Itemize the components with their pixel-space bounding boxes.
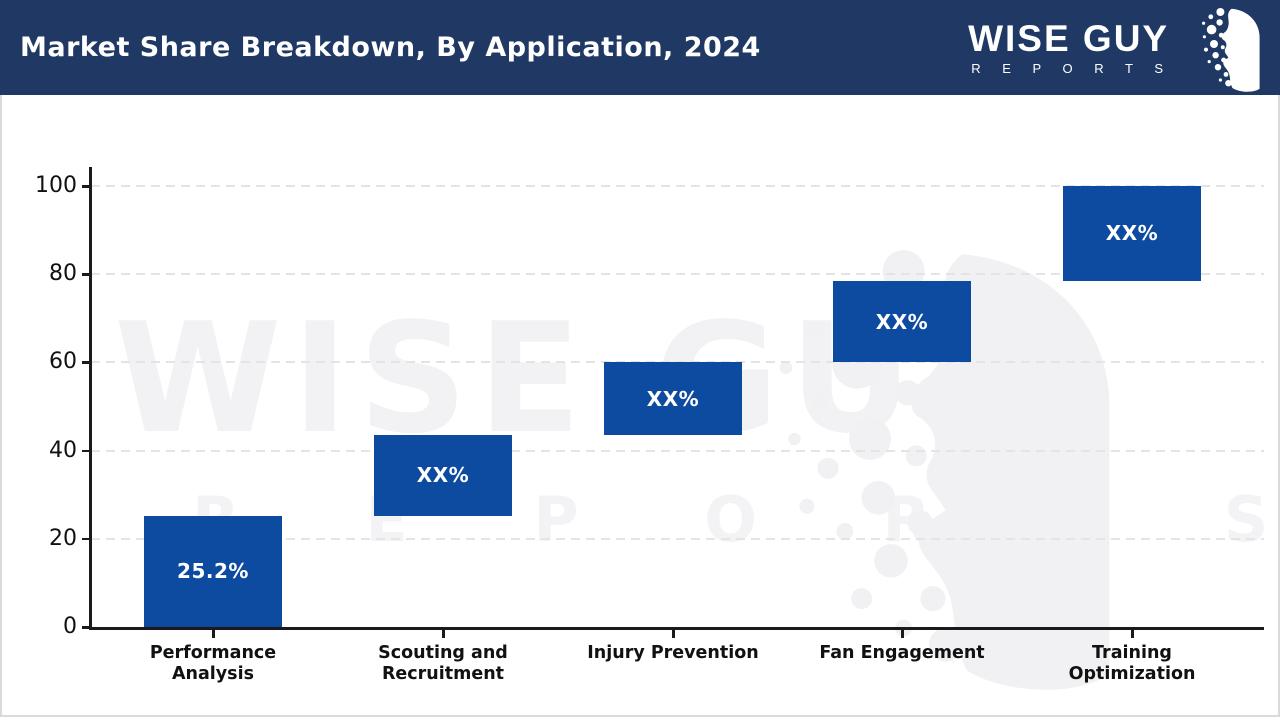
- y-tick-mark: [82, 273, 91, 276]
- x-tick-mark: [1131, 630, 1134, 638]
- y-tick-label: 0: [63, 614, 77, 639]
- page-title: Market Share Breakdown, By Application, …: [20, 32, 761, 63]
- y-tick-mark: [82, 449, 91, 453]
- y-gridline: [91, 449, 1264, 452]
- bar-value-label: XX%: [1105, 221, 1159, 246]
- bar-value-label: 25.2%: [177, 559, 249, 584]
- x-tick-mark: [442, 630, 445, 638]
- header: Market Share Breakdown, By Application, …: [0, 0, 1280, 95]
- y-axis-line: [89, 167, 92, 629]
- y-tick-mark: [82, 537, 91, 541]
- x-category-label: Performance Analysis: [149, 643, 277, 685]
- y-tick-mark: [82, 185, 91, 188]
- brand-logo: WISE GUY R E P O R T S: [965, 0, 1268, 95]
- y-gridline: [91, 185, 1264, 187]
- brand-name: WISE GUY: [968, 17, 1170, 59]
- waterfall-bar: XX%: [833, 280, 971, 363]
- waterfall-bar: XX%: [374, 434, 512, 516]
- x-axis-line: [89, 627, 1264, 630]
- x-tick-mark: [901, 630, 904, 638]
- y-tick-label: 80: [49, 261, 77, 287]
- x-category-label: Training Optimization: [1068, 643, 1196, 685]
- bar-value-label: XX%: [875, 309, 929, 334]
- x-tick-mark: [212, 630, 215, 638]
- bar-value-label: XX%: [646, 386, 700, 411]
- y-tick-label: 100: [35, 173, 77, 198]
- waterfall-bar: XX%: [604, 362, 742, 435]
- y-tick-label: 60: [49, 349, 77, 375]
- brand-head-icon: [1202, 7, 1260, 92]
- chart-card: WISE GUY R E P O R T S 0 20 40 60 80 100 25.2%…: [0, 95, 1280, 717]
- x-tick-mark: [672, 630, 675, 638]
- y-tick-label: 20: [49, 525, 77, 551]
- brand-subtitle: R E P O R T S: [971, 60, 1172, 76]
- y-gridline: [91, 537, 1264, 540]
- x-category-label: Scouting and Recruitment: [378, 643, 508, 685]
- x-category-label: Injury Prevention: [587, 643, 759, 663]
- x-category-label: Fan Engagement: [819, 643, 985, 663]
- watermark-subtitle-text: R E P O R T S: [192, 483, 1278, 556]
- y-tick-mark: [82, 626, 91, 629]
- waterfall-bar: XX%: [1063, 186, 1201, 281]
- y-tick-label: 40: [49, 437, 77, 463]
- y-gridline: [91, 273, 1264, 276]
- bar-value-label: XX%: [416, 463, 470, 488]
- waterfall-bar: 25.2%: [144, 515, 282, 627]
- brand-logo-text: WISE GUY R E P O R T S: [965, 20, 1172, 76]
- y-tick-mark: [82, 361, 91, 364]
